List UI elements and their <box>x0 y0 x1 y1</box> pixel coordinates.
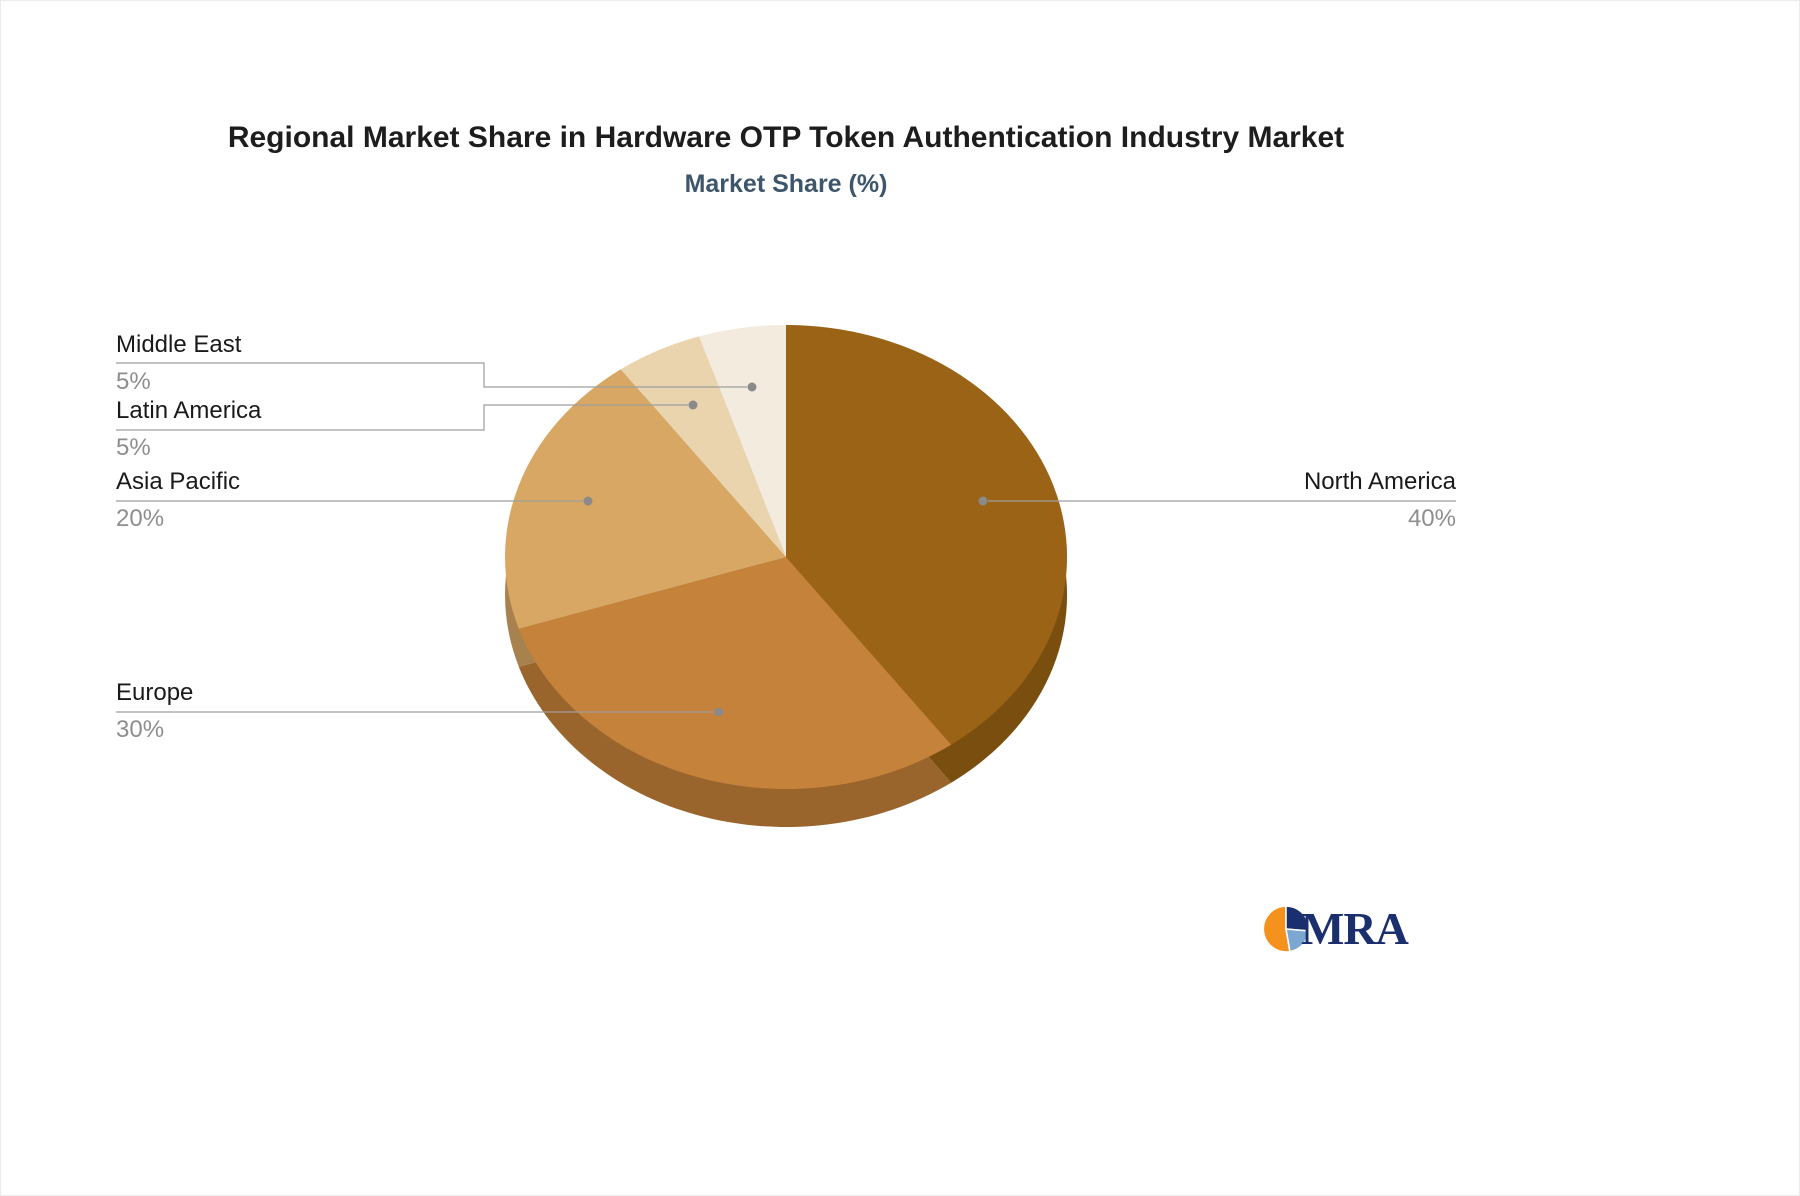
chart-subtitle: Market Share (%) <box>684 170 888 198</box>
pie-slice-latin-america[interactable] <box>620 336 786 557</box>
mra-logo-icon <box>1262 904 1310 953</box>
leader-dots <box>583 382 988 717</box>
pie-slice-north-america[interactable] <box>786 325 1068 745</box>
mra-logo-text: MRA <box>1301 903 1409 954</box>
leader-dot-north-america <box>978 496 988 506</box>
value-middle-east: 5% <box>116 368 151 395</box>
mra-logo: MRA <box>1261 902 1409 955</box>
value-europe: 30% <box>116 716 165 743</box>
value-latin-america: 5% <box>116 434 151 461</box>
value-asia-pacific: 20% <box>116 505 165 532</box>
pie-slice-asia-pacific[interactable] <box>505 369 786 629</box>
leader-dot-middle-east <box>747 382 757 392</box>
leader-dot-asia-pacific <box>583 496 593 506</box>
pie-slice-europe[interactable] <box>518 557 952 790</box>
label-north-america: North America <box>1303 468 1456 495</box>
pie-slices <box>505 325 1068 790</box>
label-middle-east: Middle East <box>116 331 242 358</box>
leader-dot-europe <box>714 707 724 717</box>
label-europe: Europe <box>116 679 194 706</box>
value-north-america: 40% <box>1407 505 1456 532</box>
pie-slice-middle-east[interactable] <box>699 325 786 557</box>
leader-line-latin-america <box>116 404 688 431</box>
label-latin-america: Latin America <box>116 397 262 424</box>
leader-lines <box>116 362 1456 713</box>
leader-line-middle-east <box>116 362 747 388</box>
label-asia-pacific: Asia Pacific <box>116 468 241 495</box>
leader-dot-latin-america <box>688 400 698 410</box>
chart-title: Regional Market Share in Hardware OTP To… <box>227 121 1345 154</box>
